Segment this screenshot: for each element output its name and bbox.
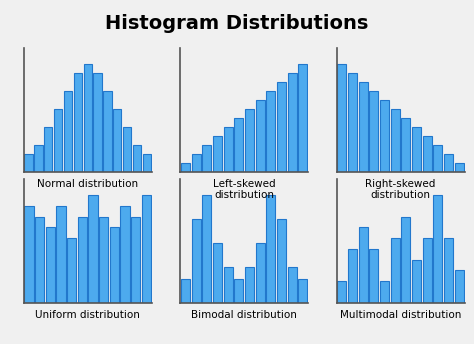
Bar — [224, 267, 233, 303]
Bar — [191, 154, 201, 172]
Bar — [46, 227, 55, 303]
Bar — [123, 127, 131, 172]
Bar — [288, 73, 297, 172]
Bar — [73, 73, 82, 172]
Bar — [78, 217, 87, 303]
Bar — [93, 73, 102, 172]
Bar — [298, 279, 307, 303]
Bar — [234, 118, 243, 172]
Bar — [44, 127, 53, 172]
Bar — [412, 127, 421, 172]
Bar — [255, 243, 264, 303]
Bar — [56, 206, 65, 303]
Bar — [433, 195, 442, 303]
Bar — [181, 279, 190, 303]
Text: Normal distribution: Normal distribution — [37, 179, 138, 189]
Bar — [133, 145, 141, 172]
Bar — [266, 195, 275, 303]
Bar — [67, 238, 76, 303]
Bar — [34, 145, 43, 172]
Bar — [213, 243, 222, 303]
Bar — [401, 118, 410, 172]
Bar — [64, 91, 72, 172]
Bar — [433, 145, 442, 172]
Bar — [54, 109, 63, 172]
Bar — [391, 238, 400, 303]
Bar — [337, 281, 346, 303]
Bar — [99, 217, 108, 303]
Bar — [83, 64, 92, 172]
Bar — [277, 219, 286, 303]
Bar — [202, 195, 211, 303]
Bar — [277, 82, 286, 172]
Bar — [143, 154, 151, 172]
Bar — [391, 109, 400, 172]
Bar — [401, 217, 410, 303]
Bar — [444, 154, 453, 172]
Bar — [266, 91, 275, 172]
Bar — [255, 100, 264, 172]
Text: Multimodal distribution: Multimodal distribution — [340, 310, 461, 320]
Bar — [444, 238, 453, 303]
Text: Uniform distribution: Uniform distribution — [35, 310, 140, 320]
Bar — [348, 249, 357, 303]
Bar — [25, 154, 33, 172]
Bar — [348, 73, 357, 172]
Bar — [191, 219, 201, 303]
Bar — [213, 136, 222, 172]
Bar — [423, 238, 432, 303]
Bar — [103, 91, 111, 172]
Bar — [245, 267, 254, 303]
Text: Histogram Distributions: Histogram Distributions — [105, 14, 369, 33]
Bar — [234, 279, 243, 303]
Bar — [131, 217, 140, 303]
Bar — [89, 195, 98, 303]
Text: Right-skewed
distribution: Right-skewed distribution — [365, 179, 436, 201]
Bar — [245, 109, 254, 172]
Bar — [120, 206, 129, 303]
Bar — [202, 145, 211, 172]
Bar — [110, 227, 119, 303]
Bar — [181, 163, 190, 172]
Bar — [359, 227, 368, 303]
Bar — [369, 249, 378, 303]
Bar — [113, 109, 121, 172]
Bar — [288, 267, 297, 303]
Text: Left-skewed
distribution: Left-skewed distribution — [213, 179, 275, 201]
Bar — [359, 82, 368, 172]
Bar — [455, 163, 464, 172]
Bar — [142, 195, 151, 303]
Bar — [369, 91, 378, 172]
Bar — [380, 100, 389, 172]
Bar — [412, 260, 421, 303]
Bar — [25, 206, 34, 303]
Text: Bimodal distribution: Bimodal distribution — [191, 310, 297, 320]
Bar — [298, 64, 307, 172]
Bar — [224, 127, 233, 172]
Bar — [423, 136, 432, 172]
Bar — [380, 281, 389, 303]
Bar — [35, 217, 44, 303]
Bar — [337, 64, 346, 172]
Bar — [455, 270, 464, 303]
